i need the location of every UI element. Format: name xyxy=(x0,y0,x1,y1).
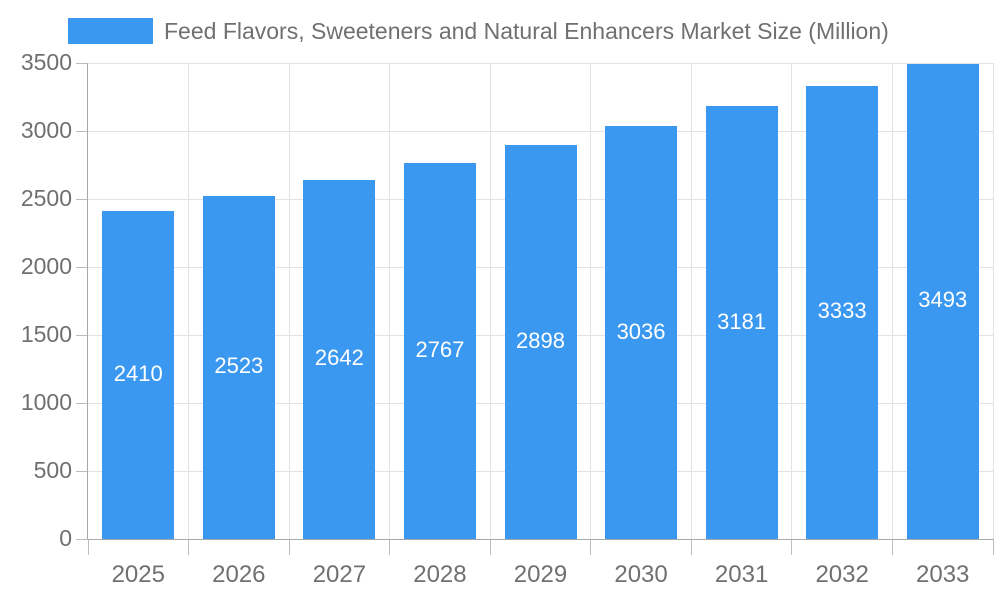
bar-value-label: 2898 xyxy=(516,327,565,353)
y-axis-tick xyxy=(76,198,88,200)
x-axis-tick xyxy=(891,539,893,555)
bar-value-label: 3493 xyxy=(918,287,968,313)
chart-title: Feed Flavors, Sweeteners and Natural Enh… xyxy=(164,18,889,44)
x-gridline xyxy=(992,63,994,539)
x-axis-tick xyxy=(87,539,89,555)
bar[interactable] xyxy=(303,179,376,539)
x-axis-tick xyxy=(690,539,692,555)
x-gridline xyxy=(690,63,692,539)
bar[interactable] xyxy=(202,195,275,539)
x-axis-tick-label: 2033 xyxy=(916,561,970,588)
y-axis-tick-label: 3500 xyxy=(20,49,72,75)
y-axis-tick-label: 3000 xyxy=(20,117,72,143)
legend-item[interactable]: Feed Flavors, Sweeteners and Natural Enh… xyxy=(68,16,889,46)
bar[interactable] xyxy=(705,106,778,539)
y-axis-tick-label: 0 xyxy=(59,525,72,551)
bar[interactable] xyxy=(605,126,678,539)
y-axis-tick-label: 1500 xyxy=(20,321,72,347)
bar[interactable] xyxy=(806,85,879,539)
bar-value-label: 3181 xyxy=(717,308,767,334)
bar-value-label: 2767 xyxy=(415,336,465,362)
bar-value-label: 2523 xyxy=(214,353,264,379)
x-axis-tick xyxy=(992,539,994,555)
x-axis-tick-label: 2032 xyxy=(815,561,869,588)
y-gridline xyxy=(88,130,993,132)
x-gridline xyxy=(590,63,592,539)
x-axis-tick xyxy=(288,539,290,555)
x-axis-tick xyxy=(188,539,190,555)
y-axis-tick xyxy=(76,130,88,132)
y-axis-tick xyxy=(76,266,88,268)
y-axis-tick-label: 500 xyxy=(33,457,72,483)
legend-swatch-icon xyxy=(68,18,153,44)
y-axis-tick xyxy=(76,538,88,540)
x-axis-tick-label: 2029 xyxy=(513,561,568,588)
bar[interactable] xyxy=(906,63,979,539)
y-axis-tick xyxy=(76,470,88,472)
x-gridline xyxy=(389,63,391,539)
x-axis-tick-label: 2026 xyxy=(212,561,266,588)
x-gridline xyxy=(791,63,793,539)
y-axis-tick xyxy=(76,334,88,336)
bar[interactable] xyxy=(102,211,175,539)
y-axis-tick xyxy=(76,62,88,64)
x-axis-tick xyxy=(791,539,793,555)
bar-value-label: 2410 xyxy=(113,361,163,387)
y-axis-tick xyxy=(76,402,88,404)
x-axis-tick-label: 2025 xyxy=(111,561,165,588)
x-axis-tick-label: 2027 xyxy=(312,561,367,588)
x-axis-tick xyxy=(489,539,491,555)
x-axis-tick-label: 2031 xyxy=(714,561,769,588)
x-axis-tick-label: 2030 xyxy=(614,561,668,588)
x-gridline xyxy=(288,63,290,539)
x-axis-tick xyxy=(389,539,391,555)
x-gridline xyxy=(891,63,893,539)
x-axis-tick-label: 2028 xyxy=(413,561,467,588)
x-axis-line xyxy=(88,539,993,540)
y-axis-line xyxy=(87,63,88,539)
x-gridline xyxy=(188,63,190,539)
y-axis-tick-label: 2000 xyxy=(20,253,72,279)
y-gridline xyxy=(88,62,993,64)
bar-value-label: 3036 xyxy=(616,318,666,344)
y-axis-tick-label: 2500 xyxy=(20,185,72,211)
x-gridline xyxy=(489,63,491,539)
bar-value-label: 2642 xyxy=(314,345,364,371)
bar[interactable] xyxy=(403,162,476,539)
x-axis-tick xyxy=(590,539,592,555)
y-axis-tick-label: 1000 xyxy=(20,389,72,415)
bar[interactable] xyxy=(504,144,577,539)
bar-value-label: 3333 xyxy=(817,298,867,324)
